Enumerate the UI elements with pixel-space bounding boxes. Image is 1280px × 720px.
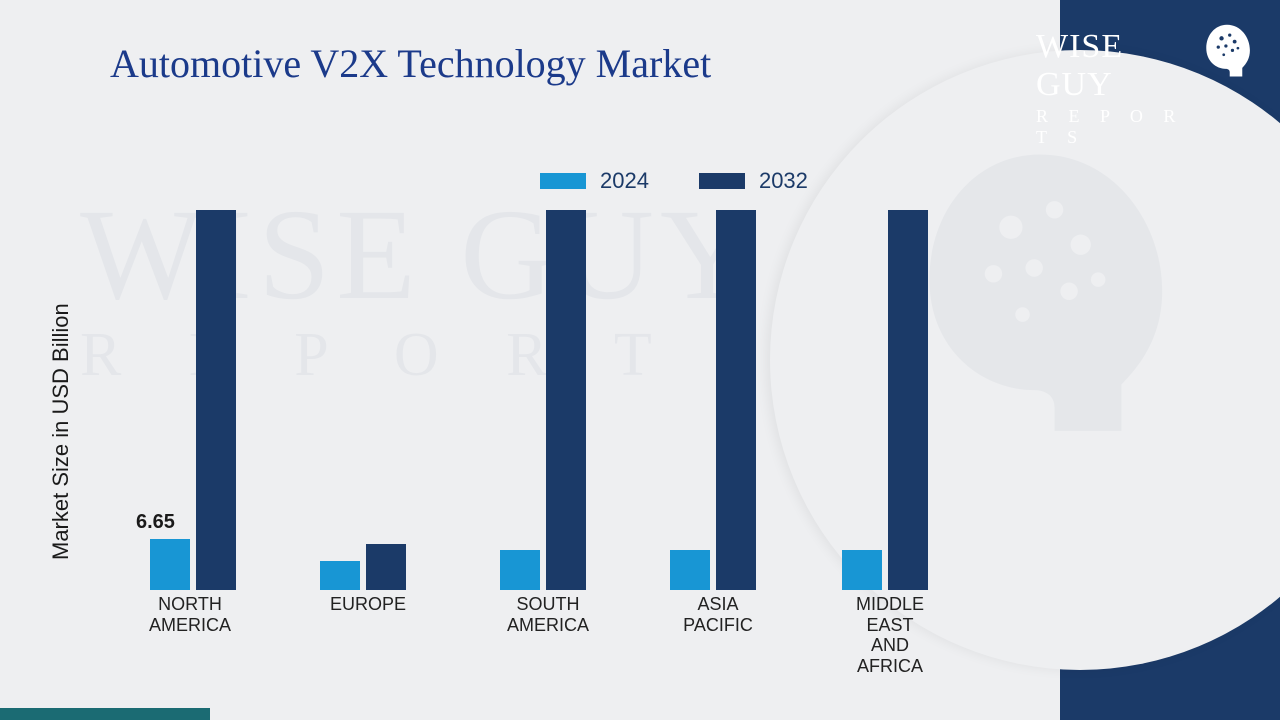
x-axis-label: EUROPE bbox=[298, 594, 438, 615]
bar bbox=[716, 210, 756, 590]
canvas: WISE GUY R E P O R T S WISE GUY R E P O … bbox=[0, 0, 1280, 720]
x-axis-label: MIDDLEEASTANDAFRICA bbox=[820, 594, 960, 677]
bar bbox=[670, 550, 710, 590]
chart-area: 6.65 bbox=[100, 210, 960, 590]
bar bbox=[196, 210, 236, 590]
x-axis-label: SOUTHAMERICA bbox=[478, 594, 618, 635]
x-axis-label: ASIAPACIFIC bbox=[648, 594, 788, 635]
y-axis-label: Market Size in USD Billion bbox=[48, 303, 74, 560]
bar bbox=[500, 550, 540, 590]
legend-label: 2032 bbox=[759, 168, 808, 194]
footer-accent-bar bbox=[0, 708, 210, 720]
bar bbox=[366, 544, 406, 590]
legend-swatch bbox=[699, 173, 745, 189]
legend: 2024 2032 bbox=[540, 168, 808, 194]
plot-area: 6.65 bbox=[100, 210, 960, 590]
brand-logo: WISE GUY R E P O R T S bbox=[1036, 28, 1256, 148]
legend-swatch bbox=[540, 173, 586, 189]
x-axis-label: NORTHAMERICA bbox=[120, 594, 260, 635]
bar-value-label: 6.65 bbox=[136, 511, 175, 534]
bar bbox=[320, 561, 360, 590]
brand-line1: WISE GUY bbox=[1036, 28, 1196, 104]
brand-line2: R E P O R T S bbox=[1036, 106, 1196, 148]
bar bbox=[150, 539, 190, 590]
bar bbox=[842, 550, 882, 590]
legend-item: 2032 bbox=[699, 168, 808, 194]
legend-label: 2024 bbox=[600, 168, 649, 194]
brand-head-icon bbox=[1198, 22, 1256, 82]
bar bbox=[888, 210, 928, 590]
legend-item: 2024 bbox=[540, 168, 649, 194]
bar bbox=[546, 210, 586, 590]
chart-title: Automotive V2X Technology Market bbox=[110, 40, 711, 87]
